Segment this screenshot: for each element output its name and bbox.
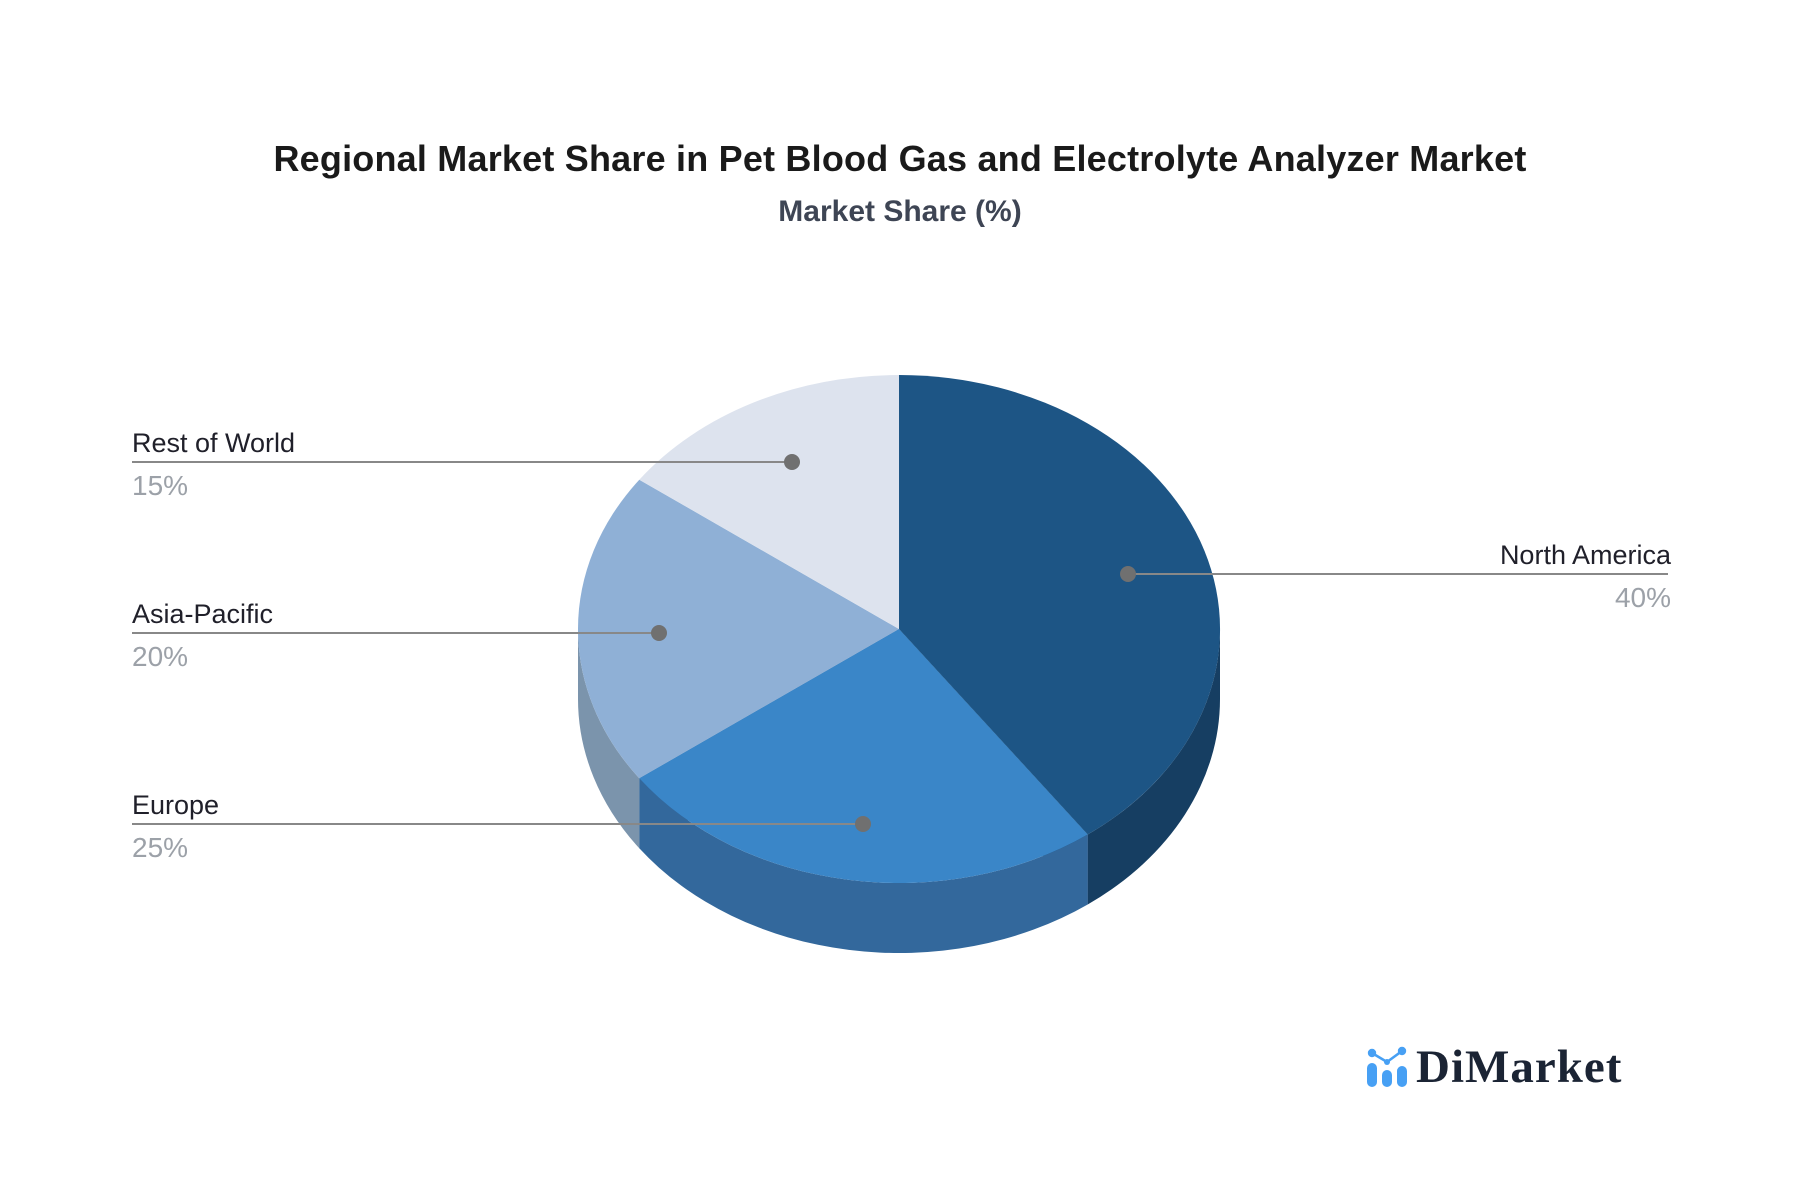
chart-title: Regional Market Share in Pet Blood Gas a…	[273, 138, 1527, 179]
leader-dot	[855, 816, 871, 832]
leader-line	[1128, 573, 1668, 575]
pie-slice-side-north-america	[1087, 629, 1220, 905]
percent-label: 20%	[132, 641, 189, 672]
pie-slice-asia-pacific[interactable]	[577, 479, 899, 779]
category-label: Rest of World	[132, 428, 296, 458]
leader-line	[132, 823, 863, 825]
percent-label: 40%	[1614, 582, 1671, 613]
category-label: Europe	[132, 790, 220, 820]
leader-line	[132, 461, 792, 463]
percent-label: 25%	[132, 832, 189, 863]
category-label: Asia-Pacific	[132, 599, 274, 629]
category-label: North America	[1499, 540, 1671, 570]
bar-chart-icon	[1367, 1046, 1407, 1087]
pie-slice-side-europe	[639, 778, 1088, 954]
dimarket-logo[interactable]: DiMarket	[1362, 1038, 1652, 1098]
pie-slice-rest-of-world[interactable]	[639, 375, 899, 629]
pie-slice-north-america[interactable]	[899, 375, 1221, 835]
percent-label: 15%	[132, 470, 189, 501]
pie-slice-side-asia-pacific	[578, 629, 640, 849]
leader-line	[132, 632, 659, 634]
leader-dot	[1120, 566, 1136, 582]
chart-subtitle: Market Share (%)	[778, 195, 1022, 228]
logo-wordmark: DiMarket	[1416, 1041, 1623, 1093]
leader-dot	[651, 625, 667, 641]
leader-dot	[784, 454, 800, 470]
pie-slice-europe[interactable]	[639, 629, 1088, 884]
